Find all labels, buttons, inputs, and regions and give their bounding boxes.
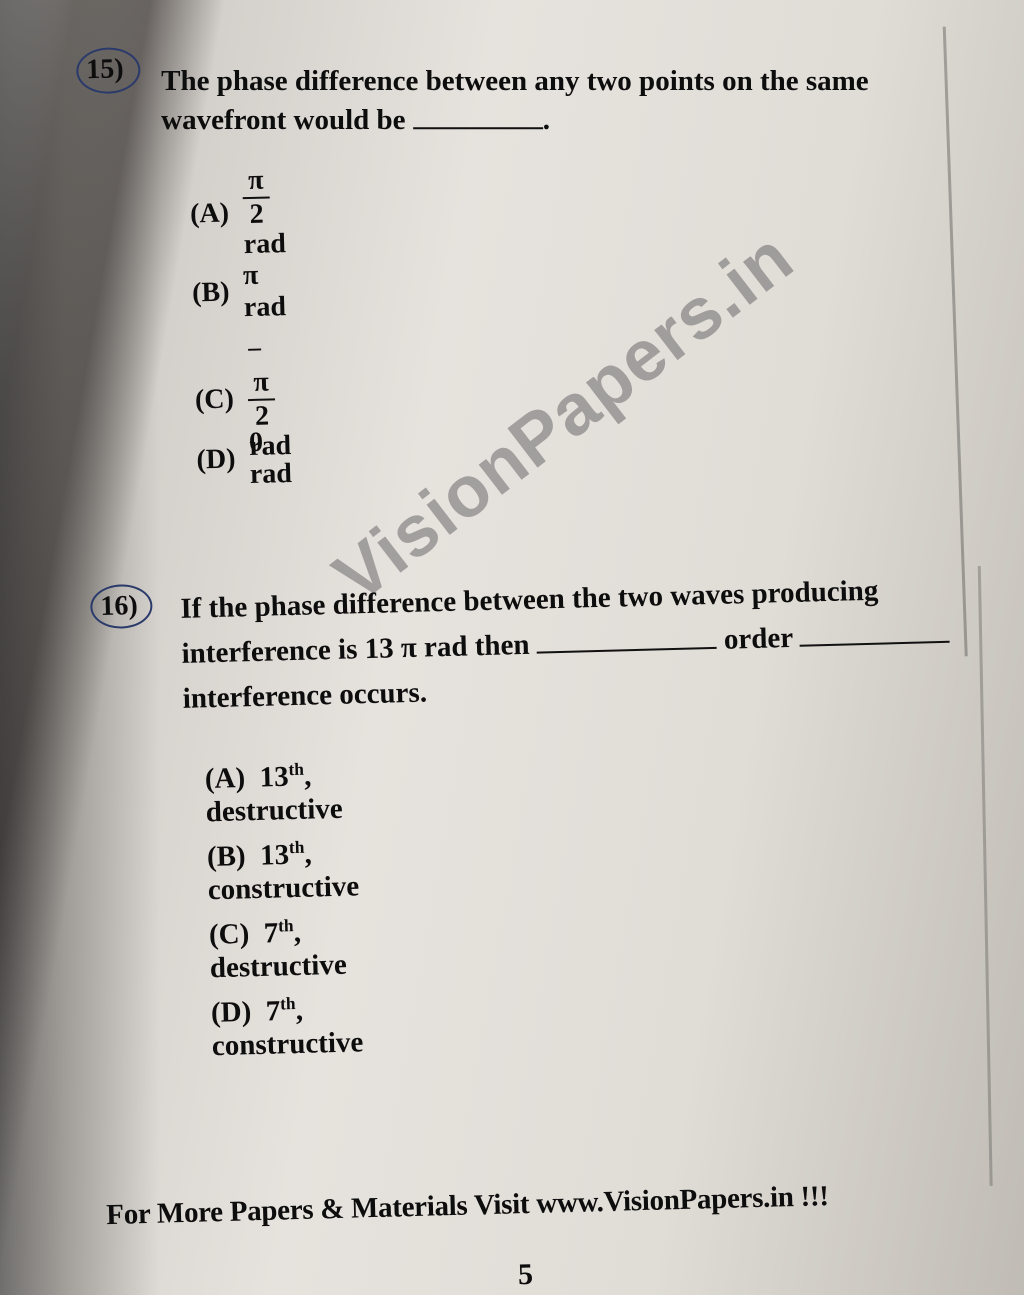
option-16-C-ord: th (278, 915, 294, 935)
option-15-B-letter: (B) (192, 277, 230, 310)
option-15-B: (B) π rad (191, 259, 286, 325)
watermark-text: VisionPapers.in (319, 216, 808, 618)
option-16-C-letter: (C) (209, 918, 250, 951)
option-15-D-letter: (D) (196, 443, 236, 476)
option-16-B-letter: (B) (207, 840, 246, 873)
question-16-blank-2 (799, 618, 950, 647)
question-16: 16) If the phase difference between the … (100, 566, 970, 589)
option-15-C-letter: (C) (195, 383, 235, 416)
option-15-A-frac: π 2 (242, 166, 271, 229)
page-right-border-2 (978, 566, 993, 1186)
footer-text: For More Papers & Materials Visit www.Vi… (106, 1176, 1007, 1233)
question-16-circle (90, 584, 153, 630)
question-16-blank-1 (536, 624, 717, 654)
option-16-B: (B) 13th, constructive (206, 835, 359, 907)
question-16-text-mid: order (716, 622, 800, 656)
question-16-number-wrap: 16) (100, 590, 138, 623)
option-15-C-frac: π 2 (247, 368, 276, 431)
option-16-C: (C) 7th, destructive (209, 914, 348, 985)
option-16-B-ord: th (289, 837, 305, 857)
option-15-A-suffix: rad (243, 228, 286, 260)
option-15-D-value: 0 rad (249, 426, 293, 491)
option-15-A: (A) π 2 rad (189, 164, 286, 262)
option-15-A-value: π 2 rad (242, 164, 286, 261)
option-16-A: (A) 13th, destructive (204, 758, 343, 829)
option-15-A-letter: (A) (190, 198, 230, 231)
page-number: 5 (518, 1258, 534, 1292)
option-16-D-ord: th (280, 993, 296, 1013)
option-16-B-num: 13 (260, 839, 290, 872)
option-16-A-ord: th (288, 759, 304, 779)
option-15-C-frac-top: π (247, 368, 275, 401)
option-15-C-neg: − (246, 335, 263, 366)
page-content: VisionPapers.in 15) The phase difference… (55, 0, 988, 1280)
question-15-text: The phase difference between any two poi… (161, 62, 901, 140)
question-15-blank (413, 104, 543, 129)
option-15-A-frac-bot: 2 (249, 199, 264, 229)
question-15: 15) The phase difference between any two… (86, 28, 906, 49)
option-16-D: (D) 7th, constructive (211, 991, 364, 1063)
option-16-A-letter: (A) (205, 762, 246, 795)
option-15-D: (D) 0 rad (196, 426, 293, 492)
question-16-text: If the phase difference between the two … (180, 566, 973, 721)
option-15-B-value: π rad (243, 259, 287, 324)
option-15-A-frac-top: π (242, 166, 270, 199)
question-15-circle (76, 47, 141, 95)
option-16-A-num: 13 (259, 761, 289, 794)
option-16-C-num: 7 (263, 917, 278, 949)
option-16-D-num: 7 (265, 995, 280, 1027)
question-15-number-wrap: 15) (86, 53, 124, 86)
question-15-text-part2: . (543, 104, 550, 136)
question-16-text-part2: interference occurs. (182, 676, 427, 714)
option-16-D-letter: (D) (211, 996, 252, 1029)
page-right-border-1 (943, 27, 968, 657)
